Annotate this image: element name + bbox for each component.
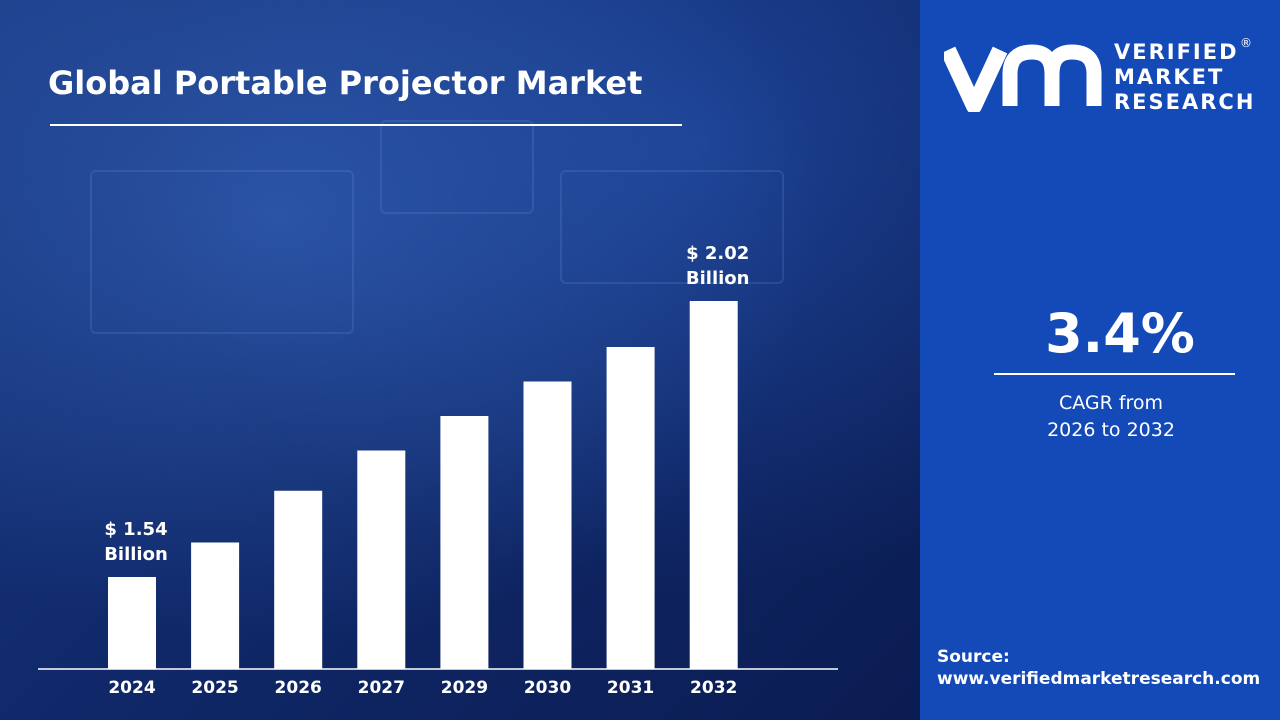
logo-text-research: RESEARCH [1114, 90, 1256, 114]
bar-2031 [606, 347, 655, 669]
bar-2030 [523, 381, 572, 669]
x-tick-label-2026: 2026 [275, 678, 322, 698]
logo-text-verified: VERIFIED [1114, 40, 1239, 64]
x-tick-label-2032: 2032 [690, 678, 737, 698]
bar-2026 [274, 490, 323, 669]
title-underline [50, 124, 682, 126]
cagr-divider [994, 373, 1235, 375]
cagr-label: CAGR from 2026 to 2032 [920, 390, 1280, 444]
data-label-unit-2032: Billion [686, 268, 750, 289]
cagr-value: 3.4% [1045, 302, 1195, 365]
bar-2029 [440, 416, 489, 669]
data-label-2032: $ 2.02 [686, 243, 749, 264]
bar-2024 [108, 577, 156, 669]
side-panel: VERIFIED ® MARKET RESEARCH 3.4% CAGR fro… [920, 0, 1280, 720]
data-label-unit-2024: Billion [104, 544, 168, 565]
x-tick-label-2029: 2029 [441, 678, 488, 698]
x-tick-label-2031: 2031 [607, 678, 654, 698]
x-tick-label-2027: 2027 [358, 678, 405, 698]
decor-chip [90, 170, 354, 334]
cagr-label-line2: 2026 to 2032 [1047, 419, 1175, 441]
source: Source: www.verifiedmarketresearch.com [937, 646, 1260, 690]
vmr-logo-icon [944, 44, 1102, 112]
source-label: Source: [937, 647, 1010, 667]
registered-mark: ® [1240, 36, 1252, 50]
decor-chip [380, 120, 534, 214]
x-tick-label-2030: 2030 [524, 678, 571, 698]
bar-2025 [191, 542, 240, 669]
chart-title: Global Portable Projector Market [48, 64, 643, 102]
logo-text-market: MARKET [1114, 65, 1225, 89]
bar-2032 [689, 301, 738, 669]
data-label-2024: $ 1.54 [104, 519, 167, 540]
x-tick-label-2024: 2024 [108, 678, 155, 698]
bar-chart: 2024 $ 1.54 Billion 2025 2026 2027 2029 2030 203… [38, 243, 838, 698]
bar-2027 [357, 450, 406, 669]
x-tick-label-2025: 2025 [191, 678, 238, 698]
cagr-label-line1: CAGR from [1058, 392, 1164, 414]
source-url[interactable]: www.verifiedmarketresearch.com [937, 669, 1261, 689]
decor-chip [560, 170, 784, 284]
